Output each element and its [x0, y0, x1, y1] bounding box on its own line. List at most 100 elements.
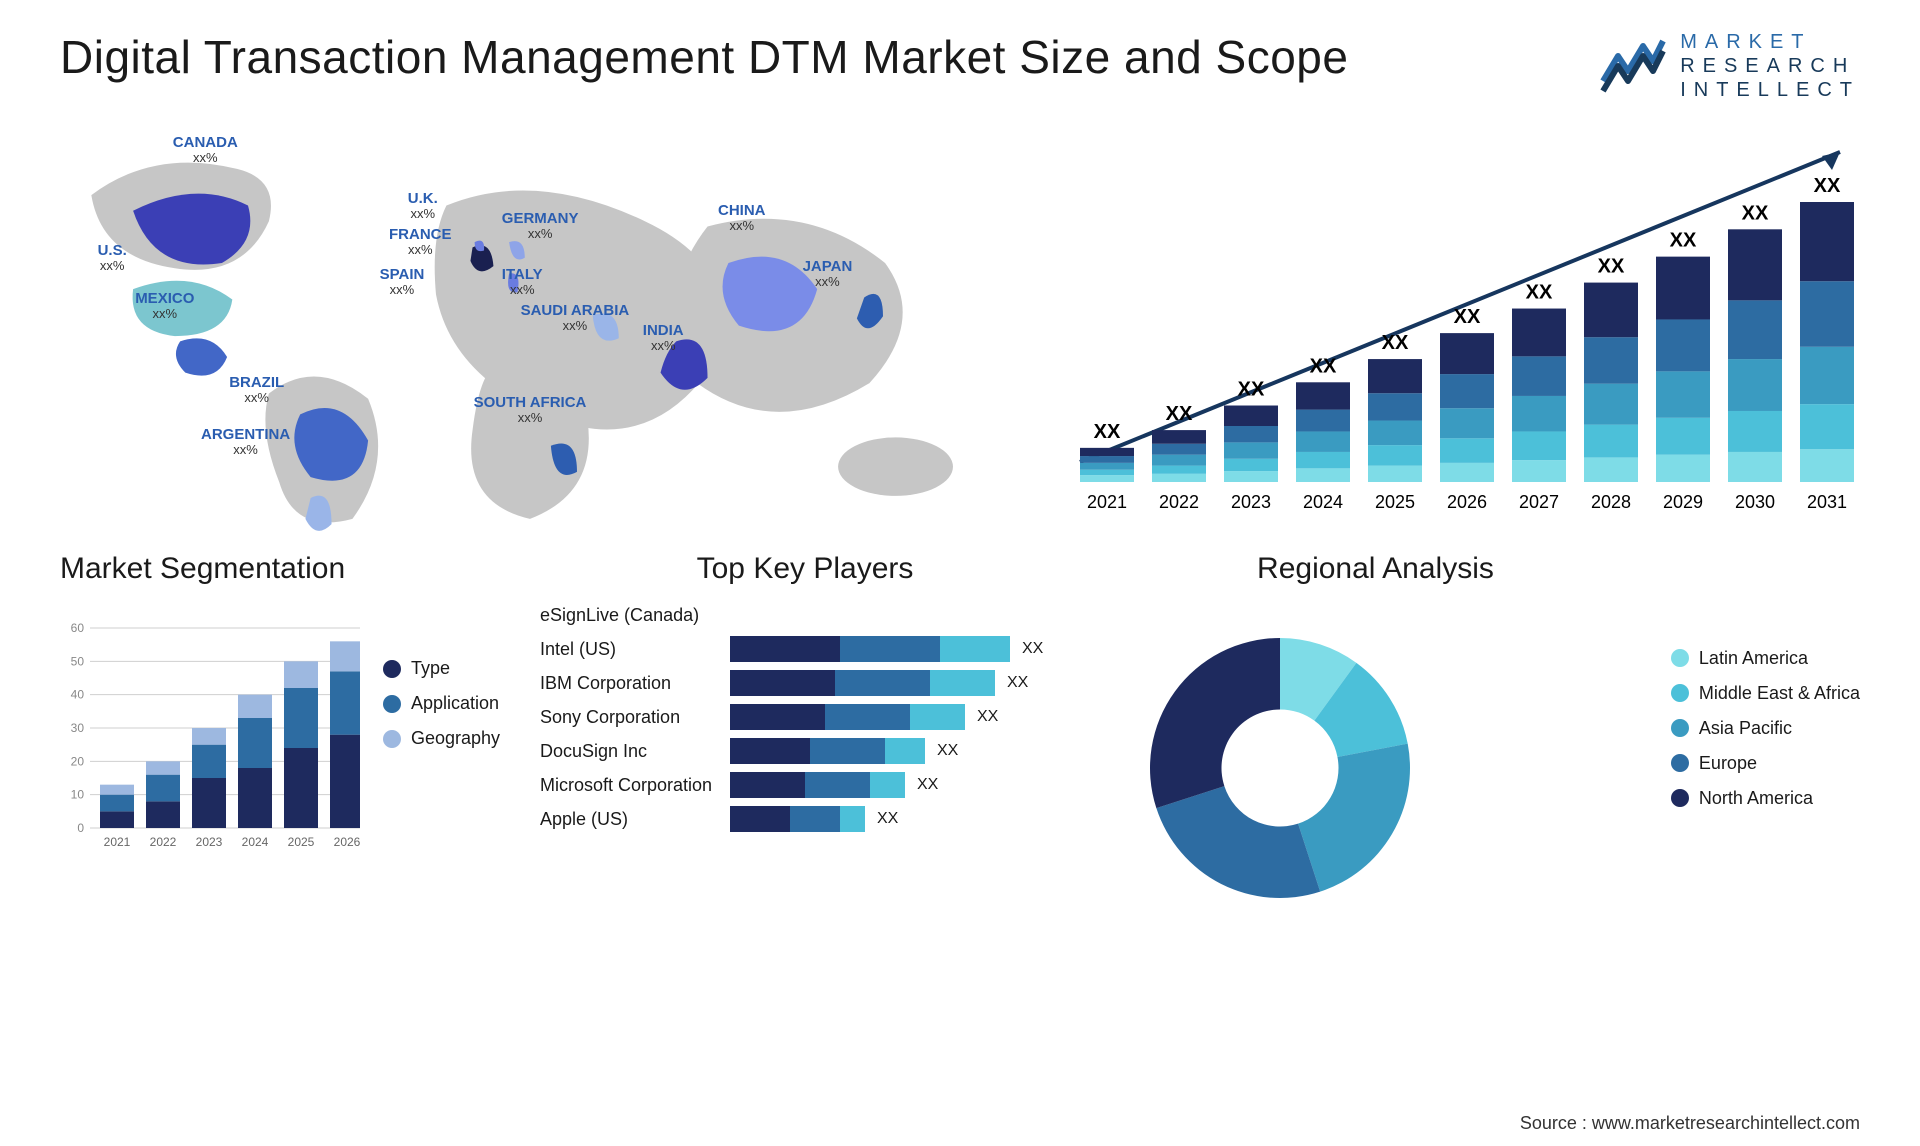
growth-bar-seg	[1512, 431, 1566, 460]
players-title: Top Key Players	[540, 552, 1070, 586]
growth-bar-seg	[1512, 309, 1566, 357]
growth-bar-seg	[1656, 418, 1710, 455]
growth-bar-seg	[1512, 356, 1566, 396]
map-label: CHINAxx%	[718, 202, 766, 234]
svg-text:2022: 2022	[150, 835, 177, 849]
growth-bar-seg	[1368, 421, 1422, 446]
growth-year-label: 2030	[1735, 492, 1775, 512]
growth-bar-label: XX	[1814, 175, 1841, 197]
growth-bar-seg	[1368, 466, 1422, 482]
growth-bar-seg	[1224, 471, 1278, 482]
player-row: Microsoft Corporation XX	[540, 768, 1070, 802]
growth-bar-seg	[1224, 442, 1278, 458]
source-label: Source : www.marketresearchintellect.com	[1520, 1113, 1860, 1134]
growth-bar-seg	[1656, 257, 1710, 320]
seg-bar-seg	[330, 641, 360, 671]
growth-bar-seg	[1584, 384, 1638, 425]
growth-bar-label: XX	[1454, 306, 1481, 328]
player-value: XX	[1007, 674, 1028, 692]
growth-bar-seg	[1440, 463, 1494, 482]
regional-donut-svg	[1120, 598, 1440, 918]
growth-bar-seg	[1224, 406, 1278, 426]
map-label: ITALYxx%	[502, 266, 543, 298]
player-value: XX	[937, 742, 958, 760]
growth-bar-label: XX	[1526, 282, 1553, 304]
growth-bar-label: XX	[1310, 355, 1337, 377]
player-row: eSignLive (Canada)	[540, 598, 1070, 632]
growth-bar-seg	[1728, 452, 1782, 482]
legend-item: Asia Pacific	[1671, 718, 1860, 739]
growth-bar-seg	[1728, 300, 1782, 359]
growth-bar-seg	[1512, 396, 1566, 432]
seg-bar-seg	[330, 671, 360, 734]
legend-item: Europe	[1671, 753, 1860, 774]
player-name: Apple (US)	[540, 809, 730, 830]
growth-bar-seg	[1656, 455, 1710, 482]
player-name: eSignLive (Canada)	[540, 605, 730, 626]
growth-bar-seg	[1152, 474, 1206, 482]
growth-bar-seg	[1368, 445, 1422, 465]
growth-bar-seg	[1800, 347, 1854, 404]
growth-bar-seg	[1728, 229, 1782, 300]
map-label: MEXICOxx%	[135, 290, 194, 322]
header: Digital Transaction Management DTM Marke…	[0, 0, 1920, 112]
svg-text:60: 60	[71, 621, 85, 635]
map-label: ARGENTINAxx%	[201, 426, 290, 458]
player-row: Apple (US)XX	[540, 802, 1070, 836]
growth-year-label: 2024	[1303, 492, 1343, 512]
growth-bar-seg	[1296, 468, 1350, 482]
svg-text:2026: 2026	[334, 835, 360, 849]
svg-text:2024: 2024	[242, 835, 269, 849]
players-chart: eSignLive (Canada)Intel (US)XXIBM Corpor…	[540, 598, 1070, 868]
growth-bar-label: XX	[1670, 230, 1697, 252]
logo-line3: INTELLECT	[1680, 78, 1860, 102]
map-label: INDIAxx%	[643, 322, 684, 354]
map-label: FRANCExx%	[389, 226, 452, 258]
growth-bar-seg	[1368, 393, 1422, 420]
map-label: BRAZILxx%	[229, 374, 284, 406]
growth-bar-seg	[1080, 475, 1134, 482]
seg-bar-seg	[192, 728, 226, 745]
growth-bar-seg	[1296, 452, 1350, 468]
player-value: XX	[977, 708, 998, 726]
seg-bar-seg	[192, 778, 226, 828]
row-top: CANADAxx%U.S.xx%MEXICOxx%BRAZILxx%ARGENT…	[0, 112, 1920, 542]
segmentation-chart: 0102030405060202120222023202420252026 Ty…	[60, 598, 490, 868]
growth-bar-seg	[1584, 337, 1638, 383]
map-label: U.K.xx%	[408, 190, 438, 222]
segmentation-legend: TypeApplicationGeography	[383, 658, 500, 763]
player-name: Microsoft Corporation	[540, 775, 730, 796]
growth-bar-seg	[1296, 431, 1350, 451]
map-label: CANADAxx%	[173, 134, 238, 166]
seg-bar-seg	[284, 688, 318, 748]
svg-text:0: 0	[77, 821, 84, 835]
seg-bar-seg	[192, 745, 226, 778]
growth-bar-seg	[1584, 425, 1638, 458]
legend-item: Latin America	[1671, 648, 1860, 669]
legend-item: Middle East & Africa	[1671, 683, 1860, 704]
svg-text:50: 50	[71, 654, 85, 668]
growth-bar-seg	[1440, 438, 1494, 463]
logo-line2: RESEARCH	[1680, 54, 1860, 78]
growth-bar-seg	[1800, 449, 1854, 482]
growth-bar-label: XX	[1094, 421, 1121, 443]
seg-bar-seg	[284, 661, 318, 688]
legend-item: Type	[383, 658, 500, 679]
player-value: XX	[917, 776, 938, 794]
player-bar	[730, 636, 1010, 662]
growth-bar-seg	[1224, 426, 1278, 442]
growth-bar-seg	[1584, 457, 1638, 482]
svg-text:2023: 2023	[196, 835, 223, 849]
map-label: GERMANYxx%	[502, 210, 579, 242]
seg-bar-seg	[238, 768, 272, 828]
player-value: XX	[1022, 640, 1043, 658]
svg-text:20: 20	[71, 754, 85, 768]
growth-bar-seg	[1152, 430, 1206, 444]
growth-bar-seg	[1656, 371, 1710, 417]
legend-item: North America	[1671, 788, 1860, 809]
player-bar	[730, 670, 995, 696]
donut-segment	[1156, 786, 1320, 898]
segmentation-section: Market Segmentation 01020304050602021202…	[60, 552, 490, 868]
growth-year-label: 2021	[1087, 492, 1127, 512]
regional-donut	[1120, 598, 1440, 918]
